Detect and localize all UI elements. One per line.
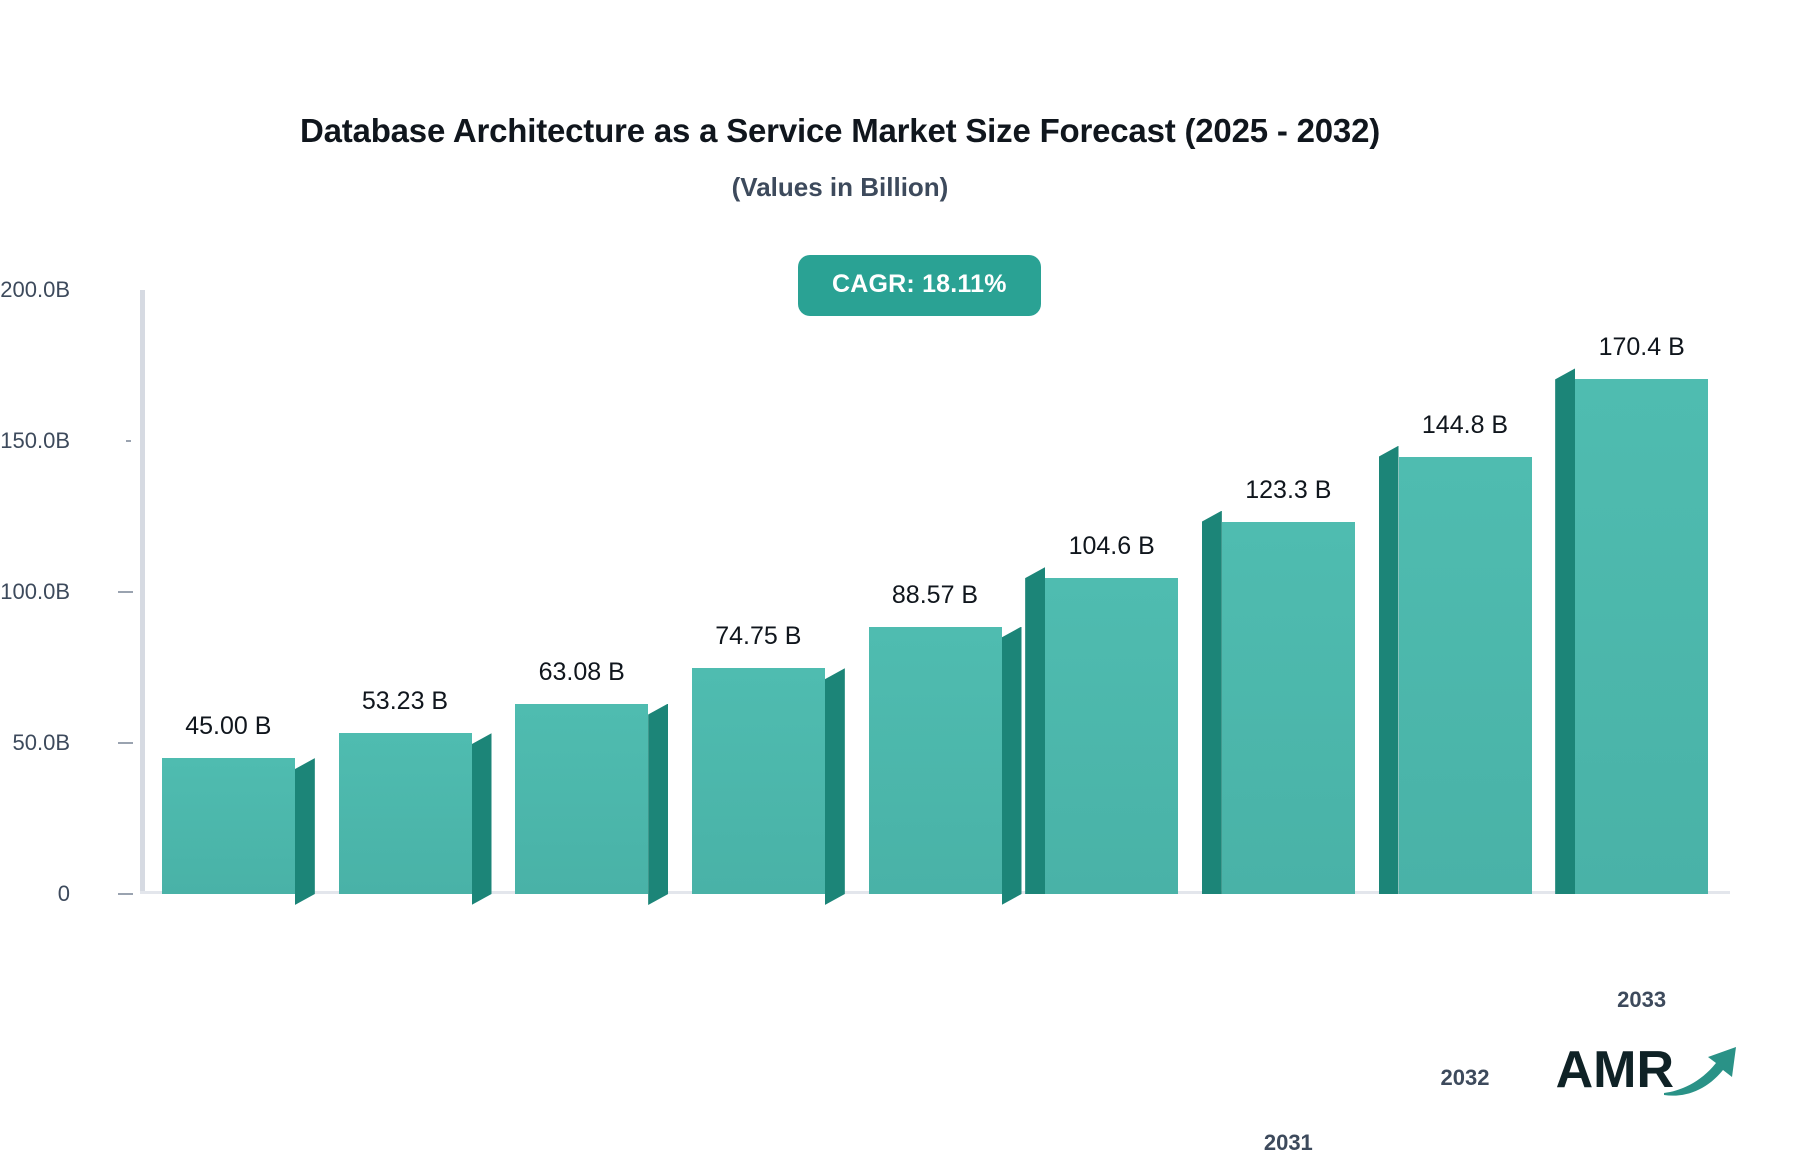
bar-face (515, 703, 649, 894)
bar-face (1221, 521, 1355, 894)
bar-2025[interactable]: 45.00 B2025 (161, 712, 295, 894)
bar-face (1575, 379, 1709, 894)
bar-face (868, 626, 1002, 894)
bar-side-face (1201, 510, 1222, 894)
bar-side-face (1025, 567, 1046, 894)
bar-value-label: 45.00 B (185, 712, 272, 741)
bar-face (338, 733, 472, 894)
bar-value-label: 74.75 B (715, 622, 802, 651)
bar-face (161, 758, 295, 894)
bar-value-label: 170.4 B (1598, 333, 1685, 362)
bar-side-face (1002, 627, 1022, 905)
bar-side-face (1378, 445, 1399, 894)
bar-face (1398, 456, 1532, 894)
bar-2028[interactable]: 74.75 B2028 (691, 622, 825, 894)
y-axis-tick-mark (118, 742, 133, 744)
amr-logo: AMR (1556, 1033, 1740, 1106)
bar-2033[interactable]: 170.4 B 2033 (1555, 333, 1709, 1012)
bar-2026[interactable]: 53.23 B2026 (338, 687, 472, 894)
logo-text: AMR (1555, 1040, 1674, 1099)
y-axis-tick-label: 0 (57, 881, 70, 906)
bar-value-label: 104.6 B (1068, 532, 1155, 561)
bar-value-label: 63.08 B (538, 657, 625, 686)
bar-2032[interactable]: 144.8 B 2032 (1378, 411, 1532, 1090)
bar-value-label: 123.3 B (1245, 475, 1332, 504)
cagr-badge: CAGR: 18.11% (798, 255, 1041, 316)
bar-2030[interactable]: 104.6 B2030 (1025, 532, 1179, 894)
y-axis-tick-label: 100.0B (0, 579, 70, 604)
bar-side-face (648, 704, 668, 906)
bar-value-label: 88.57 B (891, 580, 979, 609)
y-axis-tick-label: 50.0B (12, 730, 71, 755)
y-axis-tick-label: 150.0B (0, 428, 70, 453)
x-axis-tick-label: 2032 (1440, 1064, 1490, 1090)
bar-side-face (1555, 368, 1576, 894)
x-axis-tick-label: 2031 (1263, 1129, 1313, 1155)
y-axis-tick-mark (118, 591, 133, 593)
y-axis-line (140, 290, 145, 894)
trending-up-arrow-icon (1660, 1043, 1740, 1106)
page-subtitle: (Values in Billion) (731, 172, 949, 202)
bar-face (691, 668, 825, 894)
bar-side-face (295, 758, 315, 905)
y-axis-tick-mark (126, 440, 131, 442)
bar-2031[interactable]: 123.3 B 2031 (1201, 476, 1355, 1155)
x-axis-tick-label: 2033 (1617, 987, 1667, 1013)
y-axis-tick-label: 200.0B (0, 277, 70, 302)
bar-value-label: 144.8 B (1421, 410, 1509, 439)
y-axis-tick-mark (118, 893, 133, 895)
bar-chart-plot-area: 0 50.0B 100.0B 150.0B 200.0B 45.00 B2025 53.2… (0, 277, 1730, 1155)
bar-2029[interactable]: 88.57 B2029 (868, 581, 1002, 894)
bar-2027[interactable]: 63.08 B2027 (515, 658, 649, 895)
bar-side-face (472, 733, 492, 905)
bar-value-label: 53.23 B (361, 687, 449, 716)
bar-face (1045, 578, 1179, 894)
bar-side-face (825, 668, 845, 905)
page-title: Database Architecture as a Service Marke… (299, 112, 1381, 149)
